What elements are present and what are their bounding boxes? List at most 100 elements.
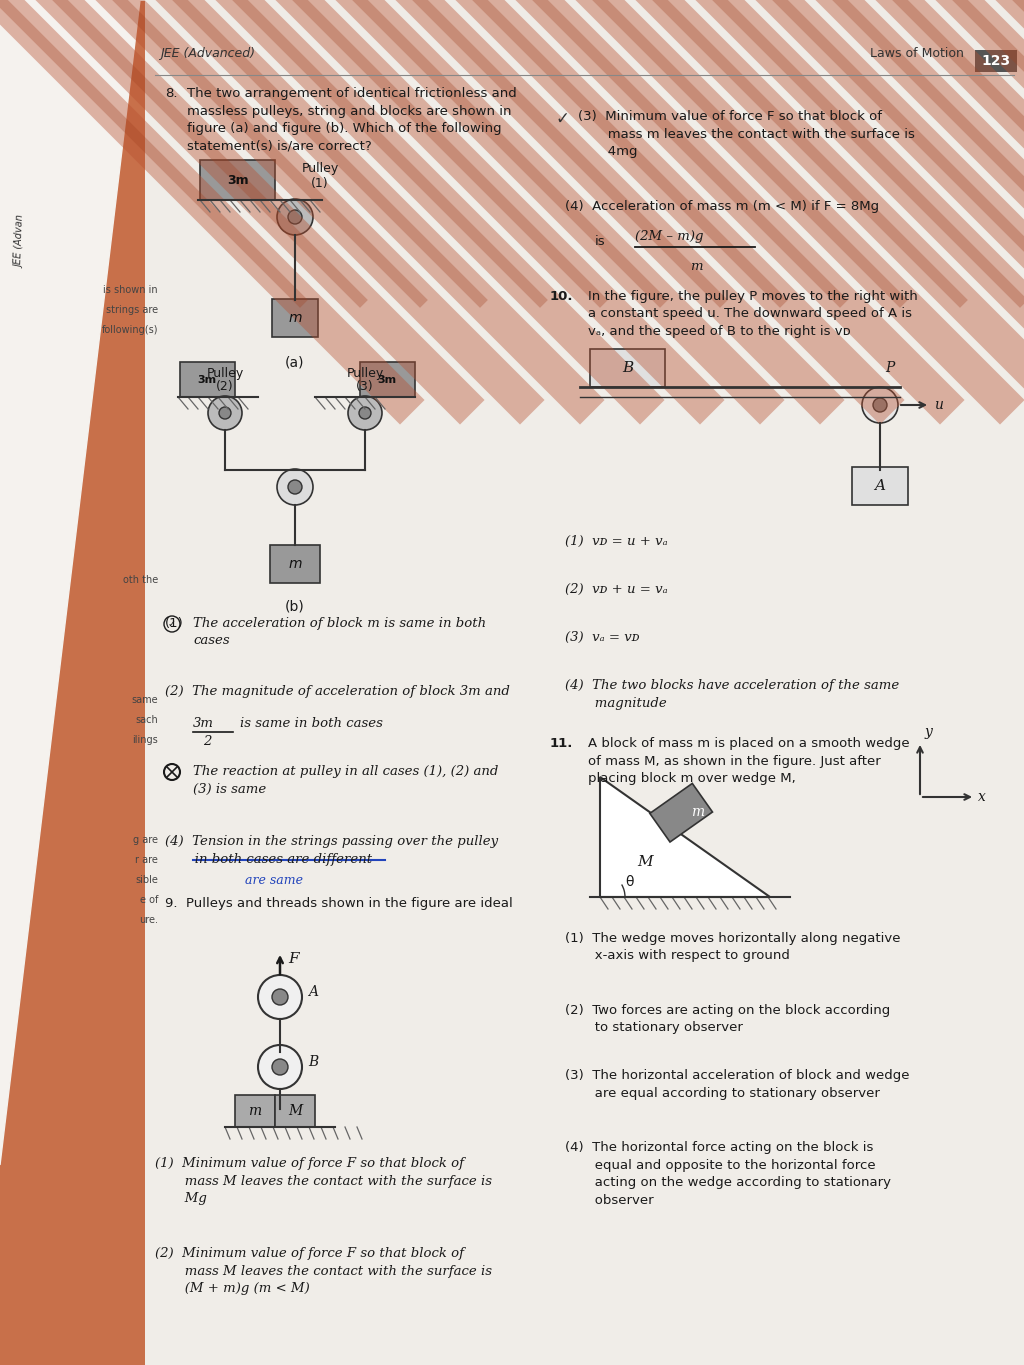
Text: r are: r are bbox=[135, 854, 158, 865]
Text: 123: 123 bbox=[981, 55, 1011, 68]
Text: sach: sach bbox=[135, 715, 158, 725]
Text: m: m bbox=[288, 311, 302, 325]
Text: (3)  The horizontal acceleration of block and wedge
       are equal according t: (3) The horizontal acceleration of block… bbox=[565, 1069, 909, 1099]
Text: (4)  The two blocks have acceleration of the same
       magnitude: (4) The two blocks have acceleration of … bbox=[565, 678, 899, 710]
Bar bbox=[975, 51, 1017, 72]
Polygon shape bbox=[300, 0, 550, 465]
Bar bbox=[200, 160, 275, 201]
Bar bbox=[145, 8, 1024, 16]
Text: following(s): following(s) bbox=[101, 325, 158, 334]
Polygon shape bbox=[0, 0, 155, 1164]
Text: F: F bbox=[288, 951, 299, 966]
Text: (2)  Minimum value of force F so that block of
       mass M leaves the contact : (2) Minimum value of force F so that blo… bbox=[155, 1248, 492, 1295]
Text: m: m bbox=[690, 259, 702, 273]
Text: The acceleration of block m is same in both
cases: The acceleration of block m is same in b… bbox=[193, 617, 486, 647]
Circle shape bbox=[288, 480, 302, 494]
Circle shape bbox=[258, 975, 302, 1020]
Circle shape bbox=[208, 396, 242, 430]
Text: oth the: oth the bbox=[123, 575, 158, 586]
Text: Pulley: Pulley bbox=[207, 367, 244, 379]
Bar bbox=[145, 31, 1024, 40]
Text: M: M bbox=[288, 1104, 302, 1118]
Text: (4)  Tension in the strings passing over the pulley
       in both cases are dif: (4) Tension in the strings passing over … bbox=[165, 835, 498, 865]
Text: In the figure, the pulley P moves to the right with
a constant speed u. The down: In the figure, the pulley P moves to the… bbox=[588, 289, 918, 339]
Bar bbox=[234, 1095, 275, 1127]
Text: 3m: 3m bbox=[227, 173, 249, 187]
Text: ure.: ure. bbox=[139, 915, 158, 925]
Text: g are: g are bbox=[133, 835, 158, 845]
Text: (2)  Two forces are acting on the block according
       to stationary observer: (2) Two forces are acting on the block a… bbox=[565, 1005, 890, 1035]
Text: 3m: 3m bbox=[378, 375, 396, 385]
Text: JEE (Advanced): JEE (Advanced) bbox=[160, 46, 255, 60]
Text: Pulley: Pulley bbox=[301, 162, 339, 175]
Text: e of: e of bbox=[139, 895, 158, 905]
Text: sible: sible bbox=[135, 875, 158, 885]
Bar bbox=[650, 784, 713, 842]
Text: ilings: ilings bbox=[132, 734, 158, 745]
Text: (3)  vₐ = vᴅ: (3) vₐ = vᴅ bbox=[565, 631, 640, 644]
Text: m: m bbox=[249, 1104, 261, 1118]
Bar bbox=[145, 0, 1024, 8]
Bar bbox=[145, 40, 1024, 48]
Text: 10.: 10. bbox=[550, 289, 573, 303]
Bar bbox=[272, 299, 318, 337]
Text: JEE (Advan: JEE (Advan bbox=[15, 216, 27, 268]
Circle shape bbox=[278, 470, 313, 505]
Text: (1): (1) bbox=[165, 617, 183, 631]
Text: ✓: ✓ bbox=[168, 618, 176, 629]
Text: P: P bbox=[885, 360, 894, 375]
Text: (2): (2) bbox=[216, 379, 233, 393]
Text: M: M bbox=[637, 854, 653, 870]
Bar bbox=[360, 362, 415, 397]
Bar bbox=[180, 362, 234, 397]
Text: A block of mass m is placed on a smooth wedge
of mass M, as shown in the figure.: A block of mass m is placed on a smooth … bbox=[588, 737, 909, 785]
Text: same: same bbox=[131, 695, 158, 704]
Text: The reaction at pulley in all cases (1), (2) and
(3) is same: The reaction at pulley in all cases (1),… bbox=[193, 764, 499, 796]
Bar bbox=[145, 16, 1024, 25]
Text: θ: θ bbox=[625, 875, 634, 889]
Bar bbox=[145, 0, 1024, 1365]
Text: (4)  Acceleration of mass m (m < M) if F = 8Mg: (4) Acceleration of mass m (m < M) if F … bbox=[565, 201, 880, 213]
Text: are same: are same bbox=[245, 874, 303, 887]
Text: (3): (3) bbox=[356, 379, 374, 393]
Polygon shape bbox=[600, 777, 770, 897]
Text: m: m bbox=[691, 805, 705, 819]
Text: 2: 2 bbox=[203, 734, 211, 748]
Text: A: A bbox=[874, 479, 886, 493]
Text: (3)  Minimum value of force F so that block of
       mass m leaves the contact : (3) Minimum value of force F so that blo… bbox=[578, 111, 914, 158]
Circle shape bbox=[278, 199, 313, 235]
Text: is: is bbox=[595, 235, 605, 248]
Circle shape bbox=[272, 990, 288, 1005]
Circle shape bbox=[288, 210, 302, 224]
Text: is shown in: is shown in bbox=[103, 285, 158, 295]
Text: (1)  The wedge moves horizontally along negative
       x-axis with respect to g: (1) The wedge moves horizontally along n… bbox=[565, 932, 900, 962]
Text: (4)  The horizontal force acting on the block is
       equal and opposite to th: (4) The horizontal force acting on the b… bbox=[565, 1141, 891, 1207]
Text: B: B bbox=[308, 1055, 318, 1069]
Circle shape bbox=[359, 407, 371, 419]
Text: strings are: strings are bbox=[105, 304, 158, 315]
Text: x: x bbox=[978, 790, 986, 804]
Text: 11.: 11. bbox=[550, 737, 573, 749]
Bar bbox=[852, 467, 908, 505]
Text: y: y bbox=[925, 725, 933, 738]
Circle shape bbox=[272, 1059, 288, 1076]
Text: m: m bbox=[288, 557, 302, 571]
Text: (1)  vᴅ = u + vₐ: (1) vᴅ = u + vₐ bbox=[565, 535, 668, 547]
Text: A: A bbox=[308, 986, 318, 999]
Text: is same in both cases: is same in both cases bbox=[240, 717, 383, 730]
Circle shape bbox=[873, 399, 887, 412]
Text: The two arrangement of identical frictionless and
massless pulleys, string and b: The two arrangement of identical frictio… bbox=[187, 87, 517, 153]
Bar bbox=[145, 48, 1024, 56]
Text: (b): (b) bbox=[285, 601, 305, 614]
Text: B: B bbox=[623, 360, 634, 375]
Text: Pulley: Pulley bbox=[346, 367, 384, 379]
Circle shape bbox=[219, 407, 231, 419]
Circle shape bbox=[258, 1046, 302, 1089]
Bar bbox=[590, 349, 665, 388]
Text: (1): (1) bbox=[311, 177, 329, 190]
Bar bbox=[145, 25, 1024, 31]
Bar bbox=[270, 545, 319, 583]
Bar bbox=[145, 56, 1024, 64]
Text: Laws of Motion: Laws of Motion bbox=[870, 46, 964, 60]
Text: u: u bbox=[934, 399, 943, 412]
